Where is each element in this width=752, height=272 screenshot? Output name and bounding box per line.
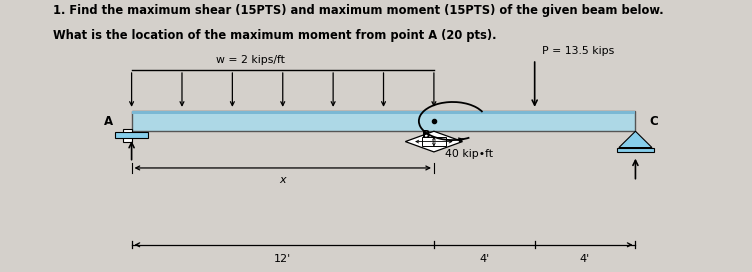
Text: 4': 4' (479, 254, 490, 264)
Text: x: x (280, 175, 286, 185)
Text: C: C (649, 115, 658, 128)
Text: B: B (422, 130, 430, 140)
Text: w = 2 kips/ft: w = 2 kips/ft (217, 55, 285, 65)
FancyBboxPatch shape (422, 137, 446, 146)
FancyBboxPatch shape (115, 132, 148, 138)
Text: 1. Find the maximum shear (15PTS) and maximum moment (15PTS) of the given beam b: 1. Find the maximum shear (15PTS) and ma… (53, 4, 663, 17)
FancyBboxPatch shape (617, 147, 654, 152)
Polygon shape (405, 131, 462, 152)
Text: 40 kip•ft: 40 kip•ft (445, 149, 493, 159)
Text: 12': 12' (274, 254, 291, 264)
Text: 4': 4' (580, 254, 590, 264)
Polygon shape (619, 131, 652, 147)
FancyBboxPatch shape (132, 111, 635, 114)
FancyBboxPatch shape (123, 128, 132, 141)
Text: What is the location of the maximum moment from point A (20 pts).: What is the location of the maximum mome… (53, 29, 496, 42)
FancyBboxPatch shape (132, 111, 635, 131)
Text: P = 13.5 kips: P = 13.5 kips (542, 47, 614, 57)
Text: A: A (104, 115, 113, 128)
